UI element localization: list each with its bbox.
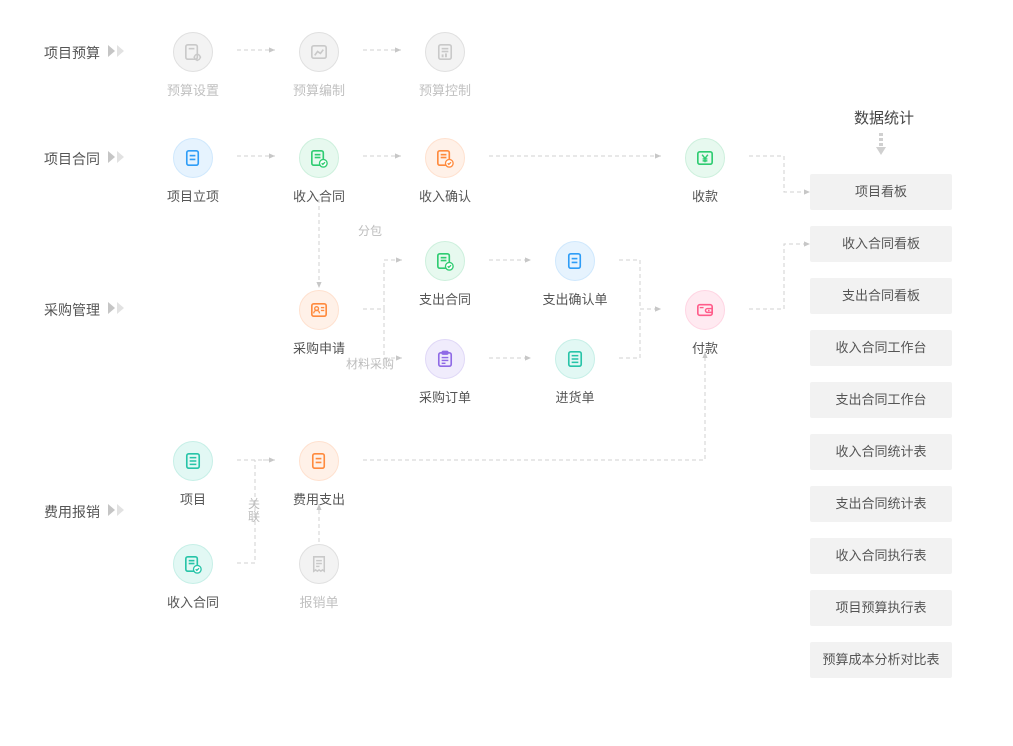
- node-caption: 预算编制: [274, 80, 364, 99]
- node-reimburse[interactable]: 报销单: [274, 544, 364, 611]
- node-caption: 费用支出: [274, 489, 364, 508]
- doc-check-icon: [299, 138, 339, 178]
- node-budgetCompile[interactable]: 预算编制: [274, 32, 364, 99]
- id-card-icon: [299, 290, 339, 330]
- node-caption: 付款: [660, 338, 750, 357]
- node-caption: 收款: [660, 186, 750, 205]
- doc-lines-icon: [555, 339, 595, 379]
- category-label-procure: 采购管理: [44, 300, 100, 320]
- edge-expConfirm-to-payment: [619, 260, 661, 309]
- node-collection[interactable]: 收款: [660, 138, 750, 205]
- edge-label-lbl-guanlian: 关联: [248, 498, 260, 524]
- stat-button-5[interactable]: 收入合同统计表: [810, 434, 952, 470]
- node-expenseOut[interactable]: 费用支出: [274, 441, 364, 508]
- node-caption: 收入合同: [148, 592, 238, 611]
- node-procureReq[interactable]: 采购申请: [274, 290, 364, 357]
- node-caption: 支出合同: [400, 289, 490, 308]
- node-caption: 预算控制: [400, 80, 490, 99]
- stats-arrow-down-icon: [876, 133, 886, 155]
- node-budgetSetting[interactable]: 预算设置: [148, 32, 238, 99]
- node-goodsReceipt[interactable]: 进货单: [530, 339, 620, 406]
- stat-button-1[interactable]: 收入合同看板: [810, 226, 952, 262]
- doc-lines-icon: [173, 441, 213, 481]
- category-label-expense: 费用报销: [44, 502, 100, 522]
- stats-title: 数据统计: [854, 107, 914, 128]
- receipt-icon: [299, 544, 339, 584]
- stat-button-3[interactable]: 收入合同工作台: [810, 330, 952, 366]
- node-projectInit[interactable]: 项目立项: [148, 138, 238, 205]
- edge-label-lbl-fenbao: 分包: [358, 222, 382, 239]
- node-incomeConfirm[interactable]: 收入确认: [400, 138, 490, 205]
- stat-button-8[interactable]: 项目预算执行表: [810, 590, 952, 626]
- node-caption: 预算设置: [148, 80, 238, 99]
- stat-button-7[interactable]: 收入合同执行表: [810, 538, 952, 574]
- node-expContract[interactable]: 支出合同: [400, 241, 490, 308]
- node-caption: 支出确认单: [530, 289, 620, 308]
- category-label-contract: 项目合同: [44, 149, 100, 169]
- node-incomeContract[interactable]: 收入合同: [274, 138, 364, 205]
- yen-box-icon: [685, 138, 725, 178]
- doc-icon: [173, 138, 213, 178]
- stat-button-2[interactable]: 支出合同看板: [810, 278, 952, 314]
- node-incomeContract2[interactable]: 收入合同: [148, 544, 238, 611]
- stat-button-9[interactable]: 预算成本分析对比表: [810, 642, 952, 678]
- category-label-budget: 项目预算: [44, 43, 100, 63]
- node-caption: 项目: [148, 489, 238, 508]
- edge-payment-to-stats: [749, 244, 810, 309]
- doc-gear-icon: [173, 32, 213, 72]
- doc-icon: [555, 241, 595, 281]
- node-caption: 收入确认: [400, 186, 490, 205]
- stat-button-6[interactable]: 支出合同统计表: [810, 486, 952, 522]
- stat-button-0[interactable]: 项目看板: [810, 174, 952, 210]
- doc-check-icon: [425, 241, 465, 281]
- node-caption: 报销单: [274, 592, 364, 611]
- stat-button-4[interactable]: 支出合同工作台: [810, 382, 952, 418]
- node-budgetControl[interactable]: 预算控制: [400, 32, 490, 99]
- wallet-icon: [685, 290, 725, 330]
- edge-goodsReceipt-to-payment: [619, 309, 661, 358]
- doc-bars-icon: [425, 32, 465, 72]
- node-caption: 采购订单: [400, 387, 490, 406]
- doc-check-icon: [173, 544, 213, 584]
- chart-line-icon: [299, 32, 339, 72]
- doc-check-icon: [425, 138, 465, 178]
- edge-label-lbl-material: 材料采购: [346, 355, 394, 372]
- node-caption: 项目立项: [148, 186, 238, 205]
- edge-procureReq-to-expContract: [363, 260, 402, 309]
- edge-procureReq-to-procureOrder: [363, 309, 402, 358]
- edge-collection-to-stats: [749, 156, 810, 192]
- node-caption: 收入合同: [274, 186, 364, 205]
- node-project[interactable]: 项目: [148, 441, 238, 508]
- node-payment[interactable]: 付款: [660, 290, 750, 357]
- node-caption: 进货单: [530, 387, 620, 406]
- node-expConfirm[interactable]: 支出确认单: [530, 241, 620, 308]
- node-procureOrder[interactable]: 采购订单: [400, 339, 490, 406]
- doc-icon: [299, 441, 339, 481]
- clipboard-icon: [425, 339, 465, 379]
